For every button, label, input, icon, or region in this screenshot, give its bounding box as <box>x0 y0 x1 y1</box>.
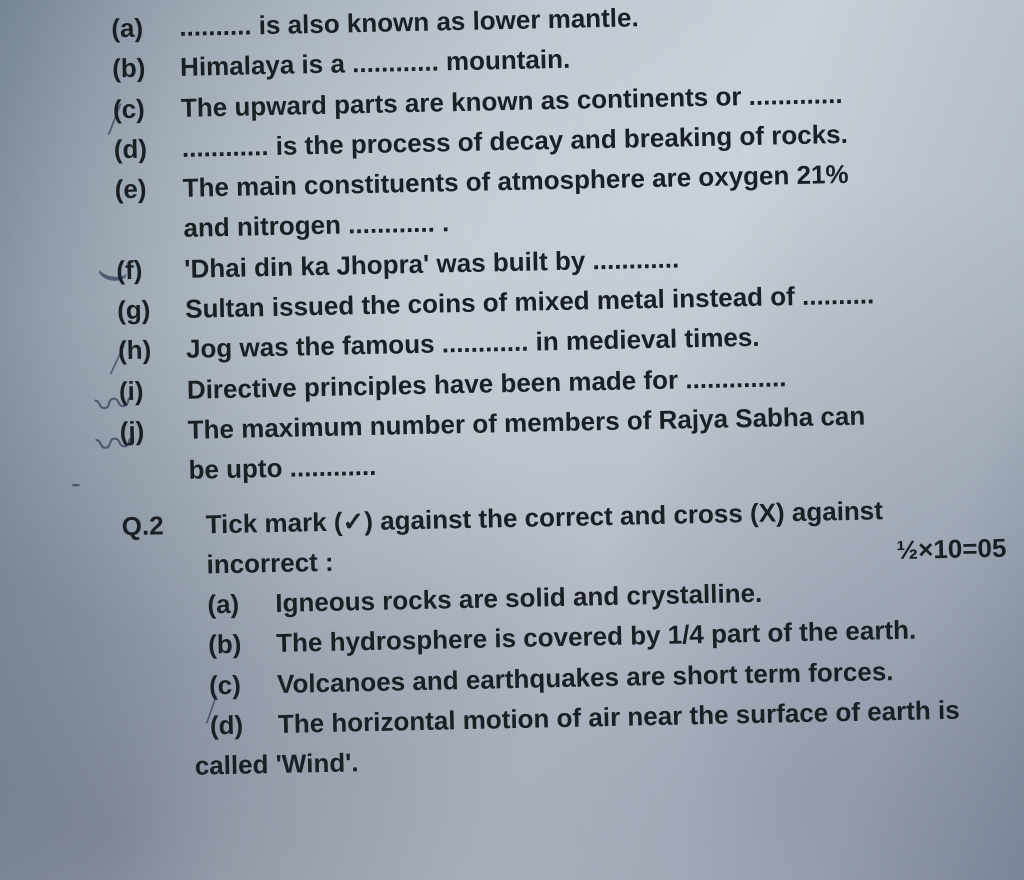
q1-f-label: (f) <box>116 249 185 291</box>
q1-g-label: (g) <box>117 289 186 331</box>
q1-i-label: (i) <box>118 369 187 411</box>
q2-line2: incorrect : <box>206 542 334 585</box>
q2-a-label: (a) <box>207 583 276 625</box>
pen-mark-dash: - <box>70 461 81 508</box>
q1-j-label: (j) <box>119 410 188 452</box>
q2-d-label: (d) <box>209 704 278 746</box>
q2-c-label: (c) <box>209 664 278 706</box>
q1-e-label: (e) <box>114 168 183 210</box>
q1-d-label: (d) <box>113 128 182 170</box>
q2-marks: ½×10=05 <box>876 528 1007 571</box>
q1-b-label: (b) <box>112 47 181 89</box>
q1-c-label: (c) <box>113 87 182 129</box>
q2-label: Q.2 <box>121 504 206 546</box>
q1-h-label: (h) <box>118 329 187 371</box>
q2-b-label: (b) <box>208 623 277 665</box>
q1-a-label: (a) <box>111 7 180 49</box>
worksheet-page: (a) .......... is also known as lower ma… <box>0 0 1024 880</box>
